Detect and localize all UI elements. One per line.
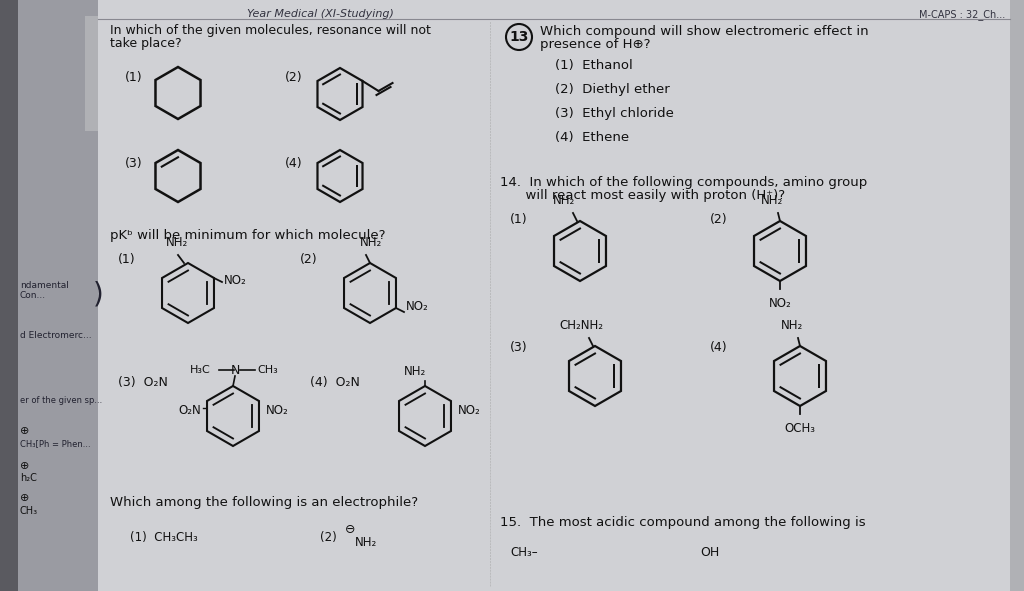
Text: NH₂: NH₂ (761, 194, 783, 207)
Text: (4): (4) (285, 157, 303, 170)
Text: CH₃–: CH₃– (510, 546, 538, 559)
Text: (1): (1) (510, 213, 527, 226)
Text: M-CAPS : 32_Ch...: M-CAPS : 32_Ch... (919, 9, 1005, 20)
Text: Which among the following is an electrophile?: Which among the following is an electrop… (110, 496, 418, 509)
Text: ⊕: ⊕ (20, 461, 30, 471)
Text: NO₂: NO₂ (224, 274, 247, 287)
Text: NH₂: NH₂ (781, 319, 803, 332)
Text: (1)  CH₃CH₃: (1) CH₃CH₃ (130, 531, 198, 544)
Text: 14.  In which of the following compounds, amino group: 14. In which of the following compounds,… (500, 176, 867, 189)
Text: (2): (2) (319, 531, 337, 544)
Text: (3): (3) (125, 157, 142, 170)
Text: O₂N: O₂N (178, 404, 201, 417)
Bar (18, 0, 98, 591)
Text: CH₃: CH₃ (20, 506, 38, 516)
Bar (0, 0, 18, 591)
Text: er of the given sp...: er of the given sp... (20, 396, 102, 405)
Text: NH₂: NH₂ (360, 236, 382, 249)
Text: (2)  Diethyl ether: (2) Diethyl ether (555, 83, 670, 96)
Text: d Electromerc...: d Electromerc... (20, 331, 91, 340)
Text: ): ) (93, 281, 103, 309)
Text: (1)  Ethanol: (1) Ethanol (555, 59, 633, 72)
Text: Which compound will show electromeric effect in: Which compound will show electromeric ef… (540, 25, 868, 38)
Text: CH₃: CH₃ (257, 365, 278, 375)
Text: (3): (3) (510, 341, 527, 354)
Text: (1): (1) (125, 71, 142, 84)
Text: h₂C: h₂C (20, 473, 37, 483)
Text: NH₂: NH₂ (403, 365, 426, 378)
Text: NH₂: NH₂ (166, 236, 188, 249)
Text: Year Medical (XI-Studying): Year Medical (XI-Studying) (247, 9, 393, 19)
Text: ⊖: ⊖ (345, 523, 355, 536)
Text: NO₂: NO₂ (769, 297, 792, 310)
Text: will react most easily with proton (H⁺)?: will react most easily with proton (H⁺)? (500, 189, 785, 202)
Text: (1): (1) (118, 253, 135, 266)
Text: NO₂: NO₂ (458, 404, 480, 417)
Text: take place?: take place? (110, 37, 181, 50)
Text: presence of H⊕?: presence of H⊕? (540, 38, 650, 51)
Text: (3)  Ethyl chloride: (3) Ethyl chloride (555, 107, 674, 120)
Text: H₃C: H₃C (190, 365, 211, 375)
Text: (2): (2) (710, 213, 728, 226)
Text: ⊕: ⊕ (20, 426, 30, 436)
Bar (85, 16, 103, 131)
Text: NO₂: NO₂ (406, 300, 429, 313)
Text: (3)  O₂N: (3) O₂N (118, 376, 168, 389)
Text: (4): (4) (710, 341, 728, 354)
Bar (85, 131, 100, 591)
Text: N: N (230, 363, 240, 376)
Text: ⊕: ⊕ (20, 493, 30, 503)
Text: ndamental
Con...: ndamental Con... (20, 281, 69, 300)
Text: (4)  Ethene: (4) Ethene (555, 131, 629, 144)
Text: NO₂: NO₂ (266, 404, 289, 417)
Text: CH₂NH₂: CH₂NH₂ (559, 319, 603, 332)
Text: (4)  O₂N: (4) O₂N (310, 376, 359, 389)
Text: 15.  The most acidic compound among the following is: 15. The most acidic compound among the f… (500, 516, 865, 529)
Text: NH₂: NH₂ (553, 194, 575, 207)
Text: CH₃[Ph = Phen...: CH₃[Ph = Phen... (20, 439, 91, 448)
Text: 13: 13 (509, 30, 528, 44)
Text: OCH₃: OCH₃ (784, 422, 815, 435)
Bar (1010, 0, 1024, 591)
Text: NH₂: NH₂ (355, 536, 377, 549)
Text: (2): (2) (285, 71, 303, 84)
Text: In which of the given molecules, resonance will not: In which of the given molecules, resonan… (110, 24, 431, 37)
Text: pKᵇ will be minimum for which molecule?: pKᵇ will be minimum for which molecule? (110, 229, 385, 242)
Text: OH: OH (700, 546, 719, 559)
Text: (2): (2) (300, 253, 317, 266)
